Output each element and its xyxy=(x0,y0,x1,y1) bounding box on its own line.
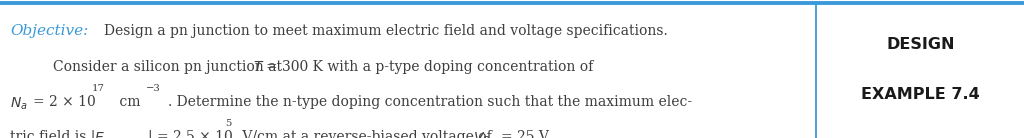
Text: = 25 V.: = 25 V. xyxy=(501,130,551,138)
Text: $\mathit{T}$: $\mathit{T}$ xyxy=(254,60,265,74)
Text: $\mathit{E}_{\mathrm{max}}$: $\mathit{E}_{\mathrm{max}}$ xyxy=(94,130,126,138)
Text: cm: cm xyxy=(115,95,140,109)
Text: EXAMPLE 7.4: EXAMPLE 7.4 xyxy=(861,87,980,102)
Text: $N_a$: $N_a$ xyxy=(10,95,28,112)
Text: = 2 × 10: = 2 × 10 xyxy=(33,95,95,109)
Text: V/cm at a reverse-biased voltage of: V/cm at a reverse-biased voltage of xyxy=(238,130,496,138)
Text: $\mathit{V}_R$: $\mathit{V}_R$ xyxy=(473,130,490,138)
Text: | = 2.5 × 10: | = 2.5 × 10 xyxy=(148,130,233,138)
Text: tric field is |: tric field is | xyxy=(10,130,95,138)
Text: Consider a silicon pn junction at: Consider a silicon pn junction at xyxy=(53,60,287,74)
Text: −3: −3 xyxy=(145,84,160,93)
Text: 5: 5 xyxy=(225,119,231,128)
Text: Objective:: Objective: xyxy=(10,24,88,38)
Text: DESIGN: DESIGN xyxy=(887,37,954,52)
Text: 17: 17 xyxy=(92,84,105,93)
Text: = 300 K with a p-type doping concentration of: = 300 K with a p-type doping concentrati… xyxy=(266,60,593,74)
Text: . Determine the n-type doping concentration such that the maximum elec-: . Determine the n-type doping concentrat… xyxy=(168,95,692,109)
Text: Design a pn junction to meet maximum electric field and voltage specifications.: Design a pn junction to meet maximum ele… xyxy=(104,24,669,38)
